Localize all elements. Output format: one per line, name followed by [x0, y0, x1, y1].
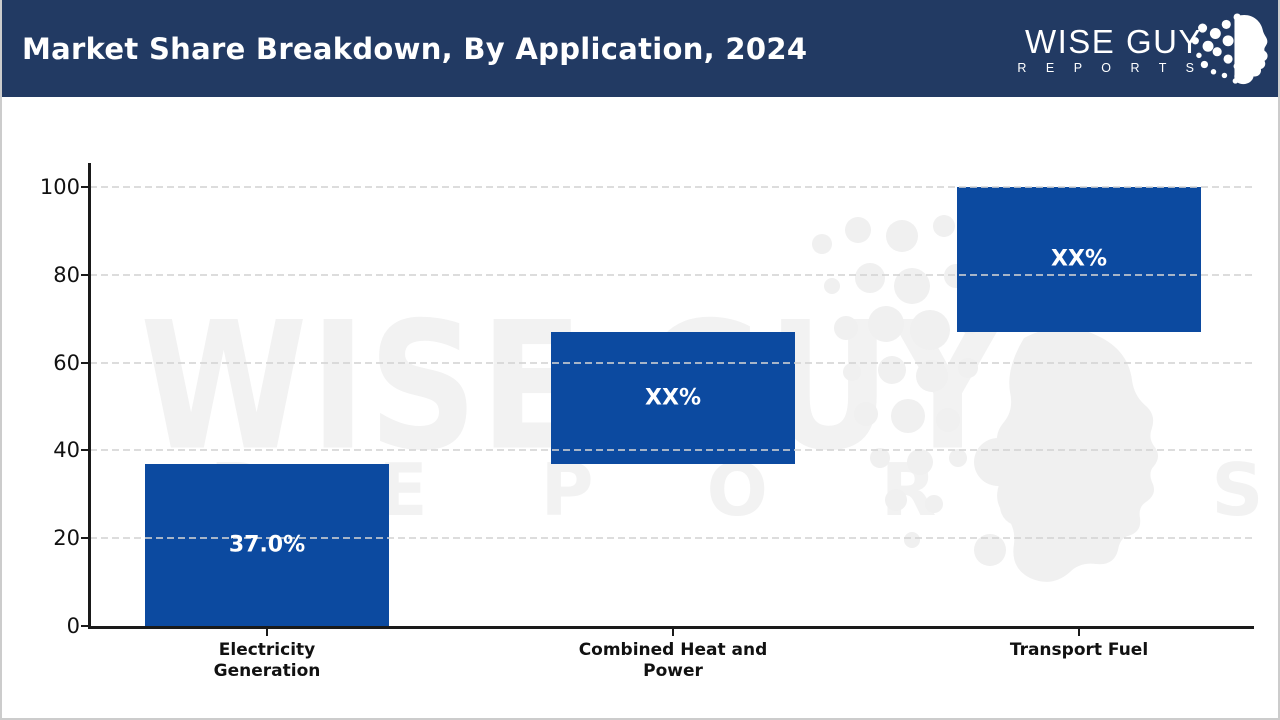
y-axis-line — [88, 163, 91, 629]
chart-title: Market Share Breakdown, By Application, … — [22, 31, 808, 66]
x-tick-transport-fuel — [1078, 629, 1080, 636]
y-tick-20 — [81, 537, 88, 540]
brand-subtitle: R E P O R T S — [1017, 60, 1202, 75]
y-tick-label-40: 40 — [53, 438, 80, 463]
bar-combined-heat-and-power — [551, 331, 795, 464]
y-tick-label-0: 0 — [66, 614, 80, 638]
y-tick-label-20: 20 — [53, 526, 80, 551]
bar-transport-fuel — [957, 187, 1201, 332]
brand-logo-text: WISE GUY R E P O R T S — [1017, 22, 1202, 75]
y-tick-0 — [81, 625, 88, 627]
y-tick-100 — [81, 186, 88, 188]
gridline-60 — [90, 361, 1254, 364]
bar-electricity-generation — [145, 463, 389, 626]
y-tick-40 — [81, 449, 88, 452]
header-bar: Market Share Breakdown, By Application, … — [2, 0, 1278, 97]
x-tick-combined-heat-and-power — [672, 629, 674, 636]
x-axis-line — [88, 626, 1254, 629]
gridline-40 — [90, 449, 1254, 452]
y-tick-label-80: 80 — [53, 262, 80, 287]
gridline-20 — [90, 537, 1254, 540]
x-tick-electricity-generation — [266, 629, 268, 636]
x-label-transport-fuel: Transport Fuel — [1009, 640, 1149, 660]
y-tick-60 — [81, 361, 88, 364]
y-tick-label-100: 100 — [39, 175, 80, 199]
brand-name: WISE GUY — [1024, 22, 1202, 60]
y-tick-label-60: 60 — [53, 350, 80, 375]
gridline-100 — [90, 186, 1254, 188]
y-tick-80 — [81, 273, 88, 276]
bar-label-electricity-generation: 37.0% — [228, 532, 306, 558]
brand-face-icon — [1191, 13, 1268, 85]
x-label-combined-heat-and-power: Combined Heat and Power — [578, 640, 768, 681]
brand-logo: WISE GUY R E P O R T S — [1017, 6, 1270, 92]
bar-label-transport-fuel: XX% — [1051, 246, 1107, 272]
gridline-80 — [90, 273, 1254, 276]
bar-label-combined-heat-and-power: XX% — [645, 385, 701, 411]
x-label-electricity-generation: Electricity Generation — [213, 640, 321, 681]
